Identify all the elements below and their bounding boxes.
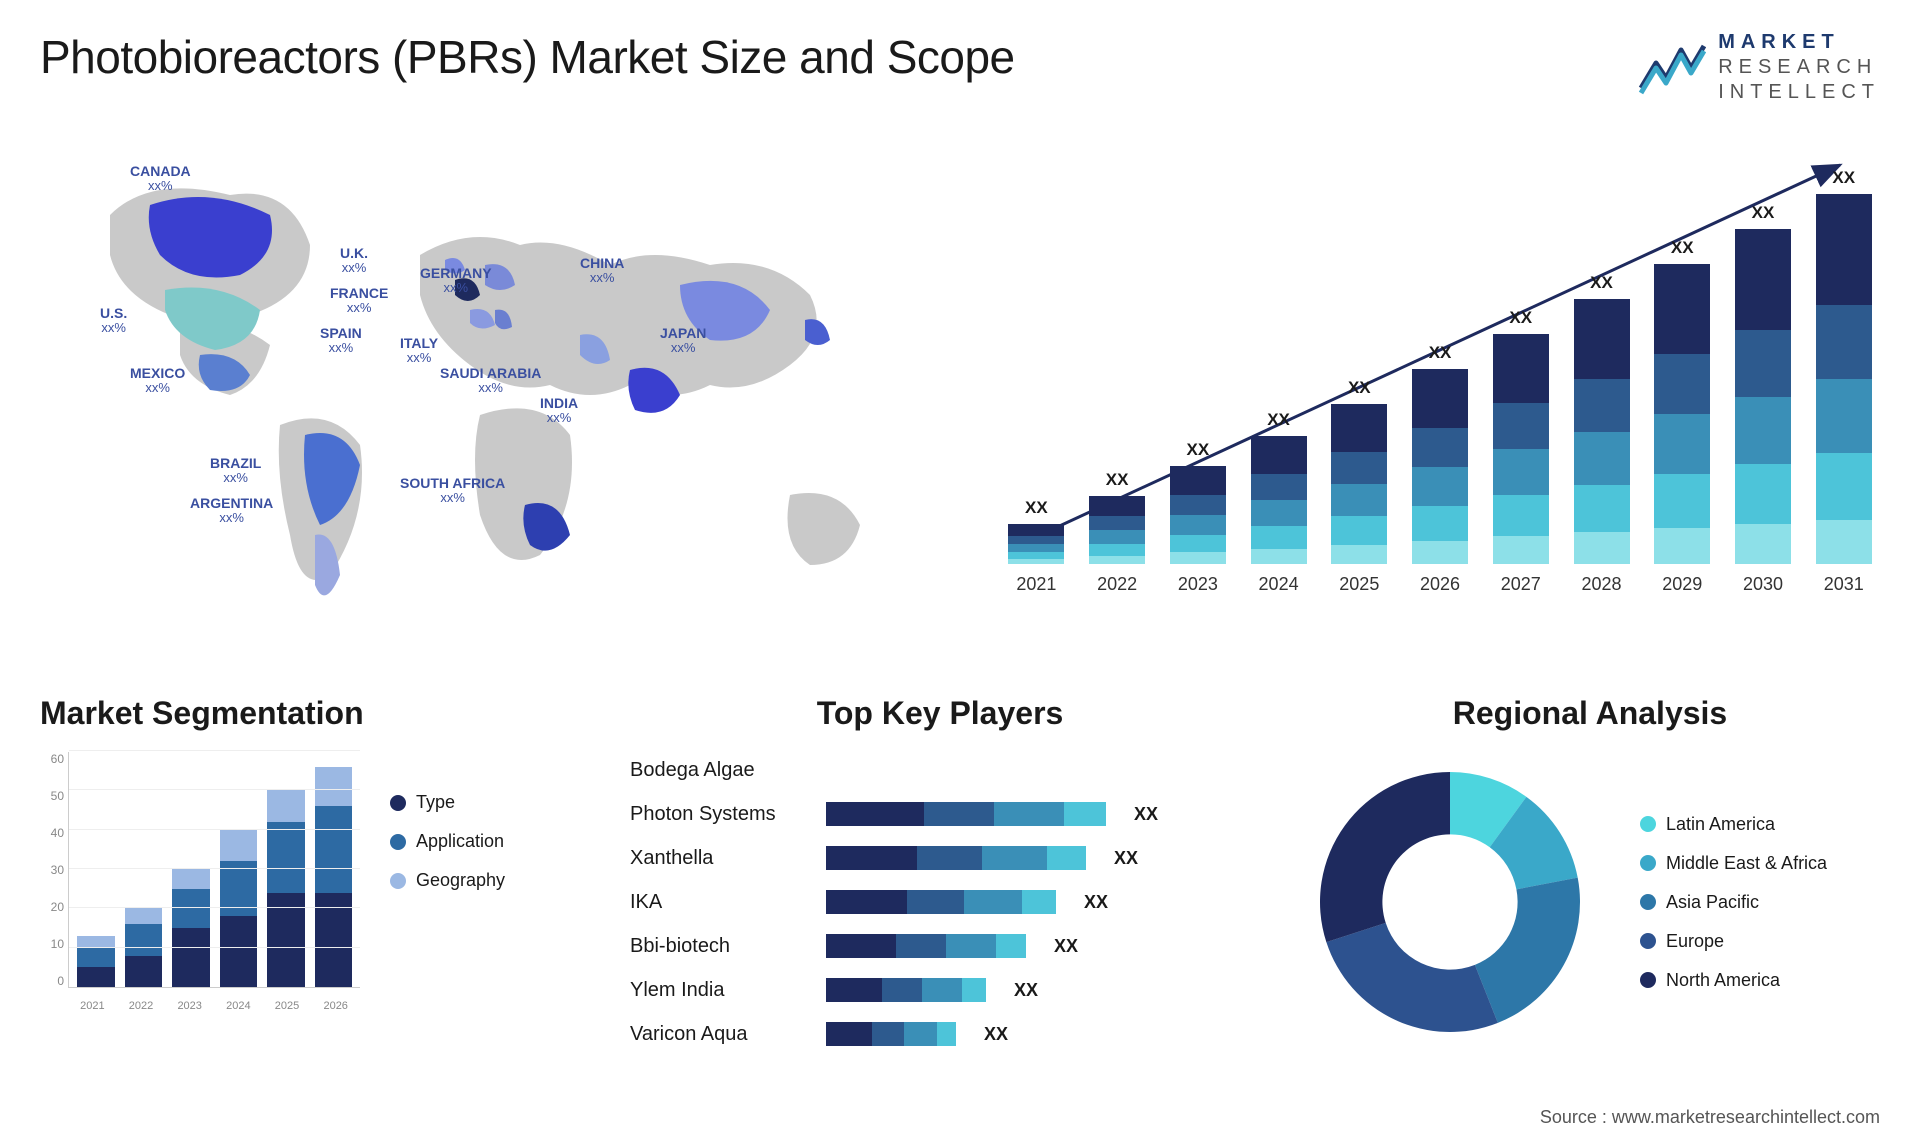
logo-line-2: RESEARCH: [1718, 55, 1880, 80]
country-label: FRANCExx%: [330, 285, 388, 316]
seg-bar: [315, 767, 353, 987]
logo-line-1: MARKET: [1718, 30, 1880, 55]
growth-bar: XX2021: [1000, 498, 1073, 595]
growth-bar: XX2026: [1404, 343, 1477, 595]
segmentation-chart: 0102030405060 202120222023202420252026: [40, 752, 360, 1012]
world-map-panel: CANADAxx% U.S.xx% MEXICOxx% BRAZILxx% ARGENT…: [40, 135, 960, 655]
region-donut: [1300, 752, 1600, 1052]
seg-bar: [77, 936, 115, 987]
players-list: Bodega Algae Photon SystemsXX XanthellaXX I…: [630, 752, 1250, 1052]
legend-item: Type: [390, 792, 505, 813]
segmentation-heading: Market Segmentation: [40, 695, 580, 732]
seg-bar: [172, 869, 210, 987]
legend-item: Geography: [390, 870, 505, 891]
country-label: INDIAxx%: [540, 395, 578, 426]
page-title: Photobioreactors (PBRs) Market Size and …: [40, 30, 1015, 84]
segmentation-panel: Market Segmentation 0102030405060 202120…: [40, 695, 580, 1052]
player-row: Bodega Algae: [630, 752, 1250, 788]
seg-bar: [220, 830, 258, 987]
country-label: SPAINxx%: [320, 325, 362, 356]
country-label: U.S.xx%: [100, 305, 127, 336]
player-row: IKAXX: [630, 884, 1250, 920]
growth-bar: XX2024: [1242, 410, 1315, 595]
country-label: CHINAxx%: [580, 255, 624, 286]
region-heading: Regional Analysis: [1300, 695, 1880, 732]
player-row: Varicon AquaXX: [630, 1016, 1250, 1052]
donut-slice: [1326, 923, 1497, 1032]
country-label: ARGENTINAxx%: [190, 495, 273, 526]
player-row: Ylem IndiaXX: [630, 972, 1250, 1008]
players-heading: Top Key Players: [630, 695, 1250, 732]
country-label: ITALYxx%: [400, 335, 438, 366]
country-label: BRAZILxx%: [210, 455, 261, 486]
legend-item: Latin America: [1640, 814, 1827, 835]
logo-line-3: INTELLECT: [1718, 80, 1880, 105]
growth-bar: XX2028: [1565, 273, 1638, 595]
country-label: JAPANxx%: [660, 325, 706, 356]
legend-item: Middle East & Africa: [1640, 853, 1827, 874]
country-label: MEXICOxx%: [130, 365, 185, 396]
legend-item: Asia Pacific: [1640, 892, 1827, 913]
growth-bar: XX2031: [1807, 168, 1880, 595]
donut-slice: [1320, 772, 1450, 942]
players-panel: Top Key Players Bodega Algae Photon Syste…: [630, 695, 1250, 1052]
growth-bar: XX2030: [1727, 203, 1800, 595]
donut-slice: [1475, 878, 1580, 1023]
brand-logo: MARKET RESEARCH INTELLECT: [1636, 30, 1880, 105]
country-label: CANADAxx%: [130, 163, 191, 194]
region-legend: Latin America Middle East & Africa Asia Pa…: [1640, 814, 1827, 991]
growth-bar: XX2029: [1646, 238, 1719, 595]
segmentation-legend: Type Application Geography: [390, 752, 505, 1012]
growth-bar: XX2023: [1161, 440, 1234, 595]
player-row: Bbi-biotechXX: [630, 928, 1250, 964]
growth-bar: XX2025: [1323, 378, 1396, 595]
player-row: XanthellaXX: [630, 840, 1250, 876]
legend-item: Europe: [1640, 931, 1827, 952]
growth-bars: XX2021XX2022XX2023XX2024XX2025XX2026XX20…: [1000, 195, 1880, 595]
growth-chart-panel: XX2021XX2022XX2023XX2024XX2025XX2026XX20…: [1000, 135, 1880, 655]
region-panel: Regional Analysis Latin America Middle Ea…: [1300, 695, 1880, 1052]
growth-bar: XX2027: [1484, 308, 1557, 595]
legend-item: North America: [1640, 970, 1827, 991]
seg-bar: [267, 790, 305, 987]
source-attribution: Source : www.marketresearchintellect.com: [1540, 1107, 1880, 1128]
growth-bar: XX2022: [1081, 470, 1154, 595]
country-label: SOUTH AFRICAxx%: [400, 475, 505, 506]
country-label: GERMANYxx%: [420, 265, 492, 296]
seg-bar: [125, 908, 163, 987]
player-row: Photon SystemsXX: [630, 796, 1250, 832]
legend-item: Application: [390, 831, 505, 852]
country-label: SAUDI ARABIAxx%: [440, 365, 541, 396]
country-label: U.K.xx%: [340, 245, 368, 276]
logo-icon: [1636, 38, 1706, 98]
